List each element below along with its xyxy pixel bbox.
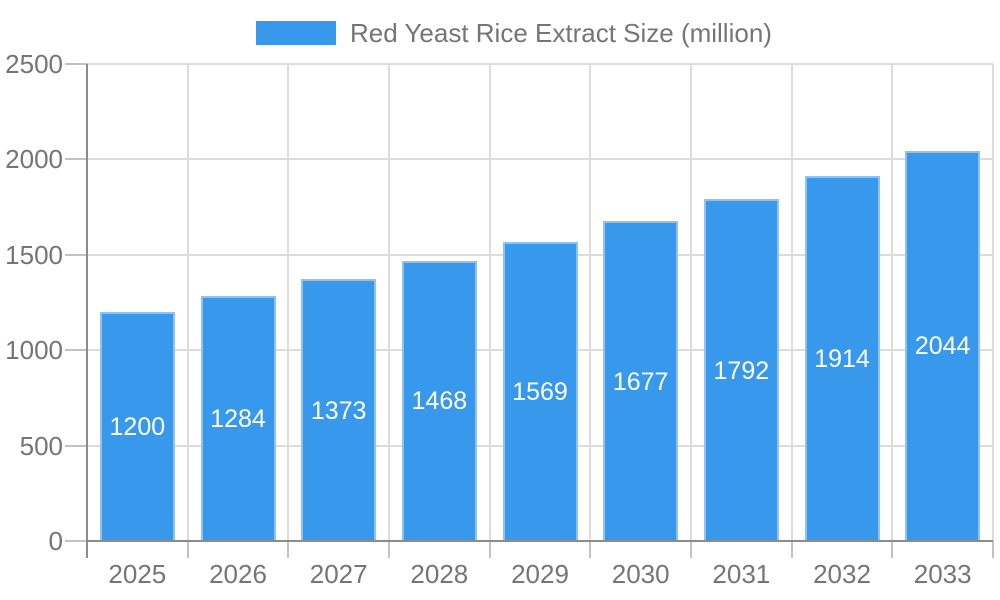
bar-2028: 1468 xyxy=(401,260,477,541)
bar-value-label: 1792 xyxy=(713,356,770,385)
y-axis-tick xyxy=(65,444,87,447)
gridline-horizontal xyxy=(87,63,993,65)
x-axis-line xyxy=(87,540,993,542)
x-axis-tick xyxy=(690,541,692,558)
x-axis-tick xyxy=(790,541,793,558)
bar-2031: 1792 xyxy=(703,199,779,541)
y-axis-label: 0 xyxy=(48,526,63,556)
bar-value-label: 1373 xyxy=(310,396,367,425)
y-axis-tick xyxy=(65,253,87,256)
x-axis-tick xyxy=(488,541,491,558)
y-axis-line xyxy=(86,64,88,558)
x-axis-tick xyxy=(992,541,994,558)
gridline-vertical xyxy=(186,64,189,541)
bar-2026: 1284 xyxy=(200,296,276,541)
bar-2025: 1200 xyxy=(99,312,175,541)
gridline-vertical xyxy=(690,64,692,541)
bar-2029: 1569 xyxy=(502,241,578,541)
gridline-vertical xyxy=(388,64,390,541)
gridline-vertical xyxy=(992,64,994,541)
x-axis-label: 2028 xyxy=(410,559,469,589)
x-axis-tick xyxy=(589,541,592,558)
x-axis-tick xyxy=(287,541,290,558)
x-axis-tick xyxy=(891,541,894,558)
y-axis-tick xyxy=(65,349,87,352)
x-axis-label: 2026 xyxy=(209,559,267,589)
x-axis-label: 2027 xyxy=(309,559,368,589)
y-axis-label: 1000 xyxy=(5,335,63,366)
bar-2030: 1677 xyxy=(603,221,679,541)
bar-value-label: 1914 xyxy=(814,344,870,373)
bar-value-label: 1284 xyxy=(210,404,266,433)
y-axis-label: 500 xyxy=(19,430,63,461)
y-axis-label: 1500 xyxy=(5,239,63,270)
y-axis-tick xyxy=(65,540,87,542)
bar-value-label: 1677 xyxy=(612,367,669,396)
bar-2033: 2044 xyxy=(905,151,981,541)
x-axis-label: 2031 xyxy=(712,559,771,589)
gridline-vertical xyxy=(790,64,793,541)
x-axis-label: 2029 xyxy=(511,559,569,589)
bar-2032: 1914 xyxy=(804,175,880,541)
gridline-vertical xyxy=(589,64,592,541)
x-axis-label: 2033 xyxy=(913,559,972,589)
legend-item[interactable]: Red Yeast Rice Extract Size (million) xyxy=(256,14,772,52)
legend-label: Red Yeast Rice Extract Size (million) xyxy=(350,17,772,48)
x-axis-label: 2030 xyxy=(611,559,670,589)
y-axis-label: 2500 xyxy=(5,49,63,79)
y-axis-tick xyxy=(65,158,87,161)
bar-value-label: 1569 xyxy=(512,377,568,406)
bar-value-label: 1468 xyxy=(411,387,468,416)
x-axis-label: 2025 xyxy=(108,559,167,589)
gridline-vertical xyxy=(488,64,491,541)
x-axis-label: 2032 xyxy=(813,559,871,589)
gridline-horizontal xyxy=(87,158,993,161)
y-axis-label: 2000 xyxy=(5,144,63,175)
y-axis-tick xyxy=(65,63,87,65)
gridline-vertical xyxy=(891,64,894,541)
legend-swatch xyxy=(256,21,336,45)
bar-value-label: 2044 xyxy=(914,332,971,361)
x-axis-tick xyxy=(388,541,390,558)
bar-value-label: 1200 xyxy=(109,413,166,441)
x-axis-tick xyxy=(186,541,189,558)
bar-2027: 1373 xyxy=(301,279,377,541)
gridline-vertical xyxy=(287,64,290,541)
